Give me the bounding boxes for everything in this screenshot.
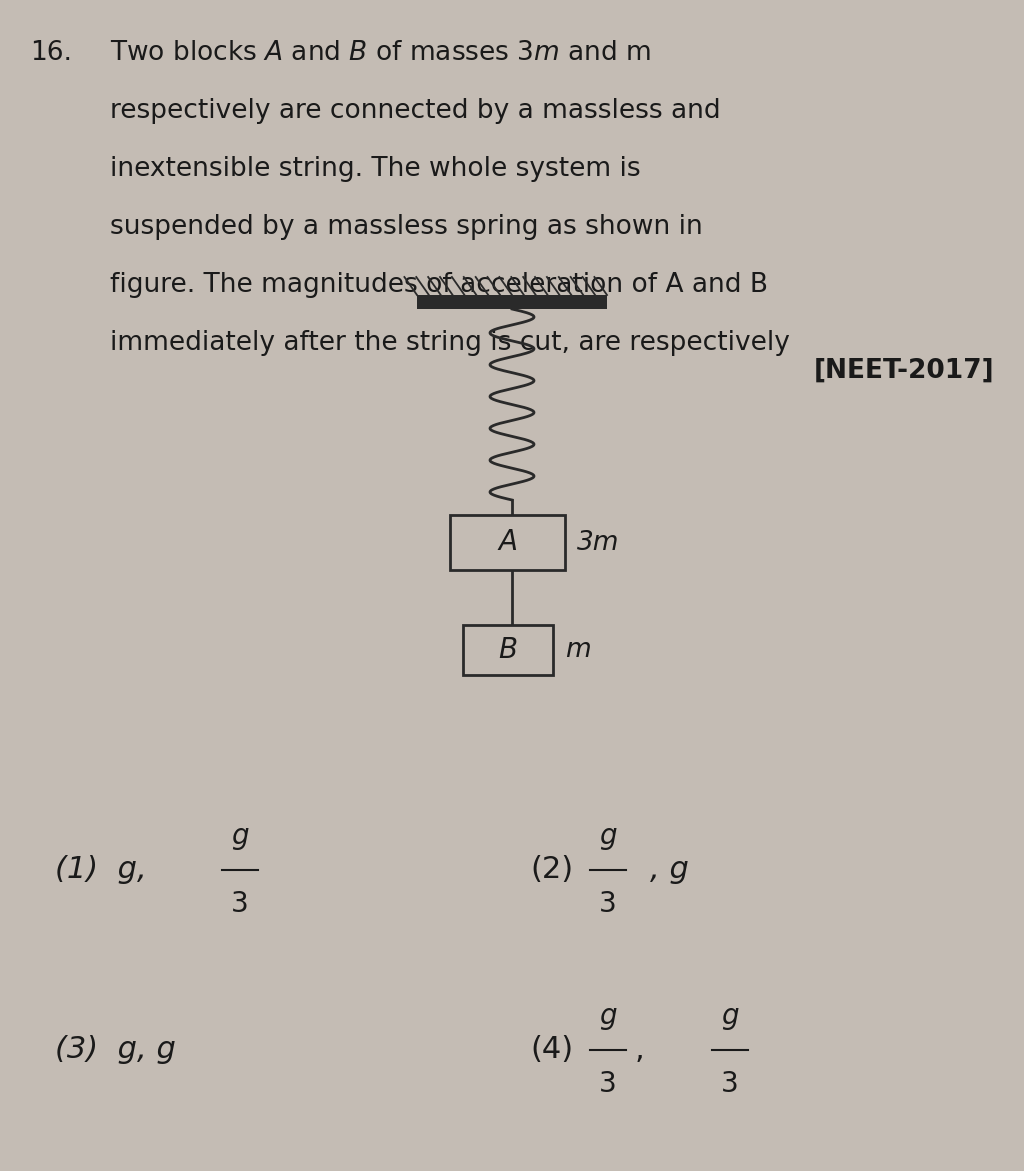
Text: 3: 3	[599, 890, 616, 918]
Text: 3: 3	[721, 1070, 739, 1098]
Text: g: g	[599, 1002, 616, 1030]
Text: figure. The magnitudes of acceleration of A and B: figure. The magnitudes of acceleration o…	[110, 272, 768, 297]
Bar	[463, 625, 553, 674]
Text: suspended by a massless spring as shown in: suspended by a massless spring as shown …	[110, 214, 702, 240]
Text: B: B	[499, 636, 517, 664]
Text: g: g	[231, 822, 249, 850]
Text: (3)  g, g: (3) g, g	[55, 1035, 176, 1064]
Text: [NEET-2017]: [NEET-2017]	[813, 358, 994, 384]
Text: 3: 3	[599, 1070, 616, 1098]
Text: g: g	[721, 1002, 738, 1030]
Text: m: m	[565, 637, 591, 663]
Text: 16.: 16.	[30, 40, 72, 66]
Text: (2): (2)	[530, 856, 573, 884]
Text: 3: 3	[231, 890, 249, 918]
Text: respectively are connected by a massless and: respectively are connected by a massless…	[110, 98, 721, 124]
Text: immediately after the string is cut, are respectively: immediately after the string is cut, are…	[110, 330, 790, 356]
Text: (1)  g,: (1) g,	[55, 856, 146, 884]
Text: inextensible string. The whole system is: inextensible string. The whole system is	[110, 156, 641, 182]
Text: ,: ,	[635, 1035, 645, 1064]
Text: 3m: 3m	[577, 529, 620, 555]
Text: (4): (4)	[530, 1035, 573, 1064]
Bar	[450, 515, 565, 570]
Text: g: g	[599, 822, 616, 850]
Bar	[417, 295, 607, 309]
Text: A: A	[498, 528, 517, 556]
Text: Two blocks $A$ and $B$ of masses $3m$ and m: Two blocks $A$ and $B$ of masses $3m$ an…	[110, 40, 650, 66]
Text: , g: , g	[650, 856, 689, 884]
